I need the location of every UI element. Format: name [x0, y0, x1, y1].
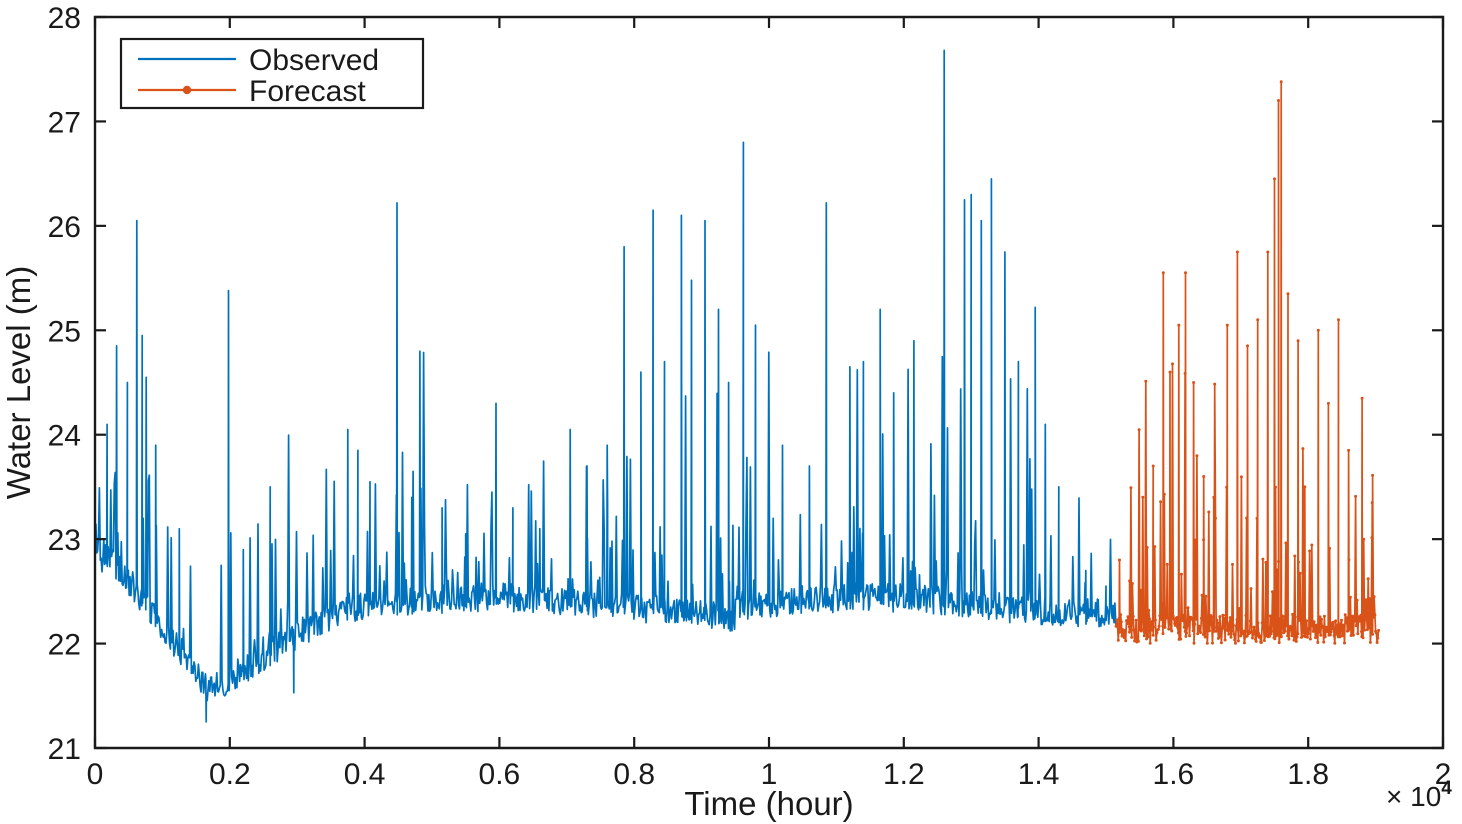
x-axis-title: Time (hour)	[684, 785, 853, 822]
series-layer	[94, 49, 1381, 723]
x-tick-label-9: 1.8	[1287, 758, 1329, 791]
y-tick-label-4: 25	[48, 315, 81, 348]
legend-marker-forecast	[182, 85, 192, 95]
legend-box	[119, 37, 425, 110]
y-tick-label-6: 27	[48, 106, 81, 139]
x-axis-exponent-power: 4	[1441, 778, 1452, 799]
series-forecast	[1115, 80, 1380, 645]
legend-label-observed[interactable]: Observed	[249, 44, 379, 77]
x-tick-label-0: 0	[87, 758, 104, 791]
x-tick-label-8: 1.6	[1153, 758, 1195, 791]
y-tick-label-2: 23	[48, 524, 81, 557]
legend-label-forecast[interactable]: Forecast	[249, 75, 366, 108]
x-tick-label-3: 0.6	[479, 758, 521, 791]
series-observed	[94, 49, 1117, 723]
x-tick-label-7: 1.4	[1018, 758, 1060, 791]
y-tick-label-3: 24	[48, 420, 81, 453]
x-tick-label-2: 0.4	[344, 758, 386, 791]
y-axis-title: Water Level (m)	[0, 266, 37, 499]
y-tick-label-5: 26	[48, 211, 81, 244]
x-tick-label-1: 0.2	[209, 758, 251, 791]
x-tick-label-5: 1	[761, 758, 778, 791]
y-tick-label-1: 22	[48, 629, 81, 662]
axes-layer	[93, 15, 1445, 750]
x-axis-exponent: × 104	[1386, 778, 1452, 812]
x-tick-label-10: 2	[1435, 758, 1452, 791]
x-tick-label-6: 1.2	[883, 758, 925, 791]
y-tick-label-7: 28	[48, 2, 81, 35]
y-tick-label-0: 21	[48, 733, 81, 766]
x-tick-label-4: 0.8	[613, 758, 655, 791]
